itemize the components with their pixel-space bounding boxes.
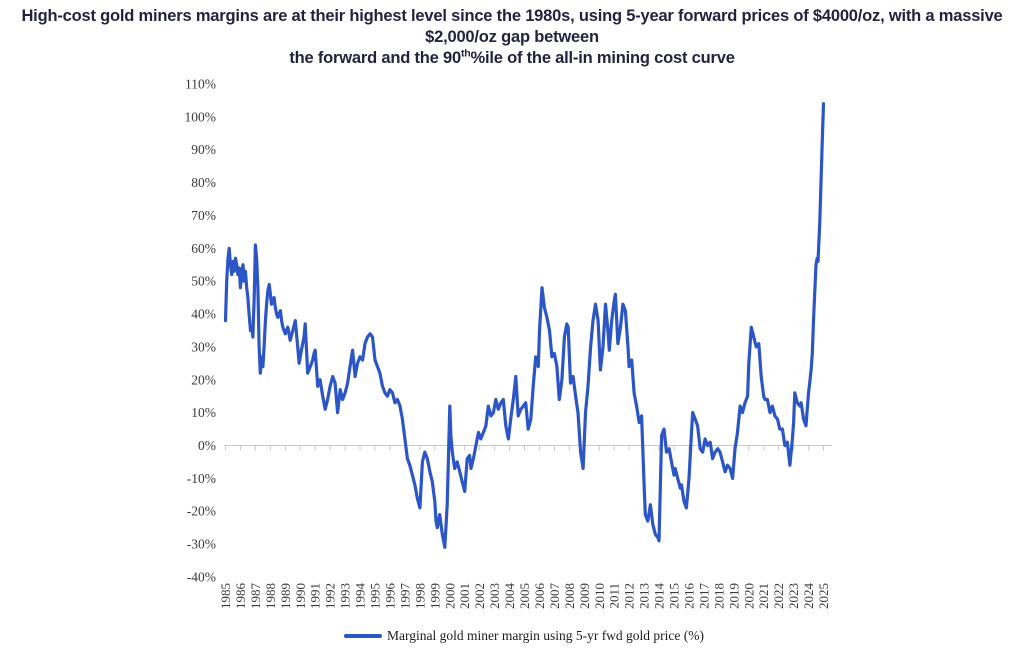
y-tick-label: 110% bbox=[185, 76, 216, 91]
y-tick-label: -10% bbox=[187, 471, 216, 486]
x-tick-label: 1988 bbox=[263, 583, 278, 609]
x-tick-label: 1998 bbox=[412, 583, 427, 609]
x-tick-label: 2017 bbox=[696, 583, 711, 610]
x-tick-label: 2015 bbox=[667, 583, 682, 609]
x-tick-label: 2008 bbox=[562, 583, 577, 609]
x-tick-label: 2025 bbox=[816, 583, 831, 609]
x-tick-label: 2006 bbox=[532, 583, 547, 610]
x-tick-label: 2021 bbox=[756, 583, 771, 609]
y-tick-label: 90% bbox=[191, 142, 216, 157]
y-tick-label: 20% bbox=[191, 372, 216, 387]
x-tick-label: 2012 bbox=[622, 583, 637, 609]
x-tick-label: 1994 bbox=[353, 583, 368, 610]
x-tick-label: 1989 bbox=[278, 583, 293, 609]
x-tick-label: 1999 bbox=[427, 583, 442, 609]
y-tick-label: 0% bbox=[198, 438, 216, 453]
x-tick-label: 1997 bbox=[397, 583, 412, 610]
y-tick-label: -30% bbox=[187, 537, 216, 552]
page-title: High-cost gold miners margins are at the… bbox=[0, 6, 1024, 69]
x-tick-label: 1986 bbox=[233, 583, 248, 610]
y-tick-label: 100% bbox=[185, 109, 217, 124]
x-tick-label: 2000 bbox=[442, 583, 457, 609]
x-tick-label: 2001 bbox=[457, 583, 472, 609]
x-tick-label: 2014 bbox=[652, 583, 667, 610]
y-tick-label: 70% bbox=[191, 208, 216, 223]
y-tick-label: 60% bbox=[191, 241, 216, 256]
x-tick-label: 2022 bbox=[771, 583, 786, 609]
x-tick-label: 1992 bbox=[323, 583, 338, 609]
x-tick-label: 1991 bbox=[308, 583, 323, 609]
y-tick-label: -40% bbox=[187, 569, 216, 584]
x-tick-label: 2004 bbox=[502, 583, 517, 610]
chart-legend: Marginal gold miner margin using 5-yr fw… bbox=[343, 628, 705, 644]
x-tick-label: 2002 bbox=[472, 583, 487, 609]
x-tick-label: 2020 bbox=[741, 583, 756, 609]
title-superscript: th bbox=[460, 47, 471, 60]
x-tick-label: 2010 bbox=[592, 583, 607, 609]
legend-line-swatch bbox=[343, 634, 382, 638]
legend-label: Marginal gold miner margin using 5-yr fw… bbox=[386, 628, 705, 643]
x-tick-label: 2023 bbox=[786, 583, 801, 609]
x-tick-label: 1990 bbox=[293, 583, 308, 609]
x-tick-label: 2016 bbox=[681, 583, 696, 610]
x-tick-label: 2019 bbox=[726, 583, 741, 609]
y-tick-label: 30% bbox=[191, 339, 216, 354]
title-line-2: the forward and the 90th%ile of the all-… bbox=[289, 47, 735, 67]
x-tick-label: 1987 bbox=[248, 583, 263, 610]
x-tick-label: 1995 bbox=[368, 583, 383, 609]
x-tick-label: 1985 bbox=[218, 583, 233, 609]
x-tick-label: 2011 bbox=[607, 583, 622, 609]
x-tick-label: 2005 bbox=[517, 583, 532, 609]
x-tick-label: 2013 bbox=[637, 583, 652, 609]
x-tick-label: 2003 bbox=[487, 583, 502, 609]
x-tick-label: 2009 bbox=[577, 583, 592, 609]
x-tick-label: 2007 bbox=[547, 583, 562, 610]
y-tick-label: -20% bbox=[187, 504, 216, 519]
margin-line bbox=[223, 102, 826, 550]
y-tick-label: 10% bbox=[191, 405, 216, 420]
x-tick-label: 1996 bbox=[382, 583, 397, 610]
x-tick-label: 2018 bbox=[711, 583, 726, 609]
y-tick-label: 80% bbox=[191, 175, 216, 190]
y-tick-label: 50% bbox=[191, 274, 216, 289]
x-tick-label: 1993 bbox=[338, 583, 353, 609]
x-tick-label: 2024 bbox=[801, 583, 816, 610]
title-line-1: High-cost gold miners margins are at the… bbox=[21, 7, 1003, 46]
y-tick-label: 40% bbox=[191, 307, 216, 322]
